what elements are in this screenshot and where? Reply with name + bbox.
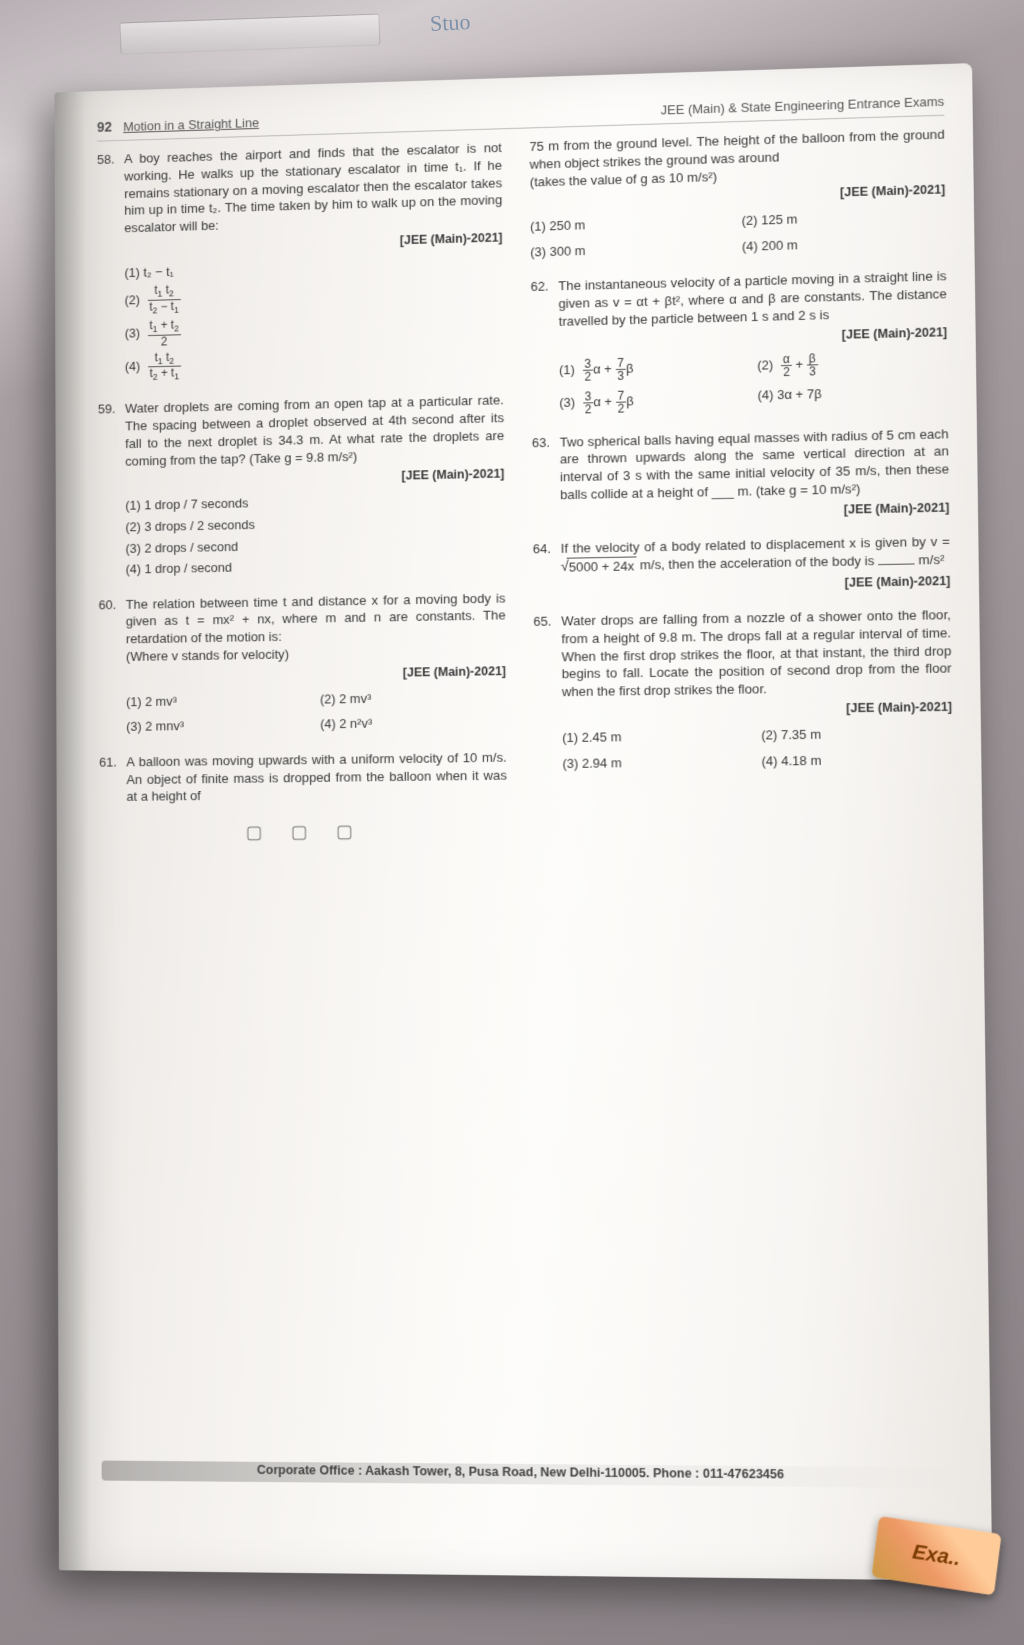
options: (1) 250 m (2) 125 m (3) 300 m (4) 200 m (530, 205, 946, 263)
q-text: A boy reaches the airport and finds that… (124, 139, 502, 237)
option-2: (2) α2 + β3 (757, 347, 948, 380)
q-text: If the velocity of a body related to dis… (561, 532, 951, 576)
pen-scribble: Stuo (429, 9, 471, 37)
q-text: Two spherical balls having equal masses … (560, 425, 950, 504)
question-58: 58. A boy reaches the airport and finds … (97, 139, 504, 385)
option-3: (3) 300 m (530, 236, 732, 263)
q-number: 60. (99, 596, 117, 614)
options: (1) t₂ − t₁ (2) t1 t2t2 − t1 (3) t1 + t2… (124, 252, 503, 385)
question-63: 63. Two spherical balls having equal mas… (532, 425, 950, 524)
left-column: 58. A boy reaches the airport and finds … (97, 139, 507, 846)
q-number: 61. (99, 754, 117, 772)
option-3: (3) 2.94 m (562, 750, 751, 774)
question-61: 61. A balloon was moving upwards with a … (99, 749, 507, 807)
q-number: 58. (97, 151, 114, 169)
exam-tag: [JEE (Main)-2021] (562, 699, 952, 721)
question-62: 62. The instantaneous velocity of a part… (531, 268, 949, 419)
question-65: 65. Water drops are falling from a nozzl… (533, 606, 953, 774)
page-number: 92 (97, 119, 112, 135)
right-column: 75 m from the ground level. The height o… (529, 126, 953, 842)
option-1: (1) 32α + 73β (559, 352, 747, 385)
q-text: Water droplets are coming from an open t… (125, 392, 504, 470)
options: (1) 2 mv³ (2) 2 mv³ (3) 2 mnv³ (4) 2 n²v… (126, 686, 506, 738)
option-4: (4) 4.18 m (761, 748, 952, 772)
q-number: 65. (533, 613, 551, 631)
q-text: The instantaneous velocity of a particle… (558, 268, 947, 331)
option-1: (1) 2.45 m (562, 725, 751, 749)
q-number: 63. (532, 434, 550, 452)
question-60: 60. The relation between time t and dist… (99, 589, 507, 738)
option-4: (4) 200 m (742, 230, 946, 257)
option-4: (4) 3α + 7β (757, 380, 948, 413)
q-number: 59. (98, 401, 116, 419)
options: (1) 2.45 m (2) 7.35 m (3) 2.94 m (4) 4.1… (562, 722, 953, 774)
question-59: 59. Water droplets are coming from an op… (98, 392, 505, 581)
option-2: (2) 2 mv³ (320, 686, 506, 710)
q-number: 64. (533, 540, 551, 558)
option-2: (2) 7.35 m (761, 722, 952, 746)
footer-text: Corporate Office : Aakash Tower, 8, Pusa… (59, 1457, 991, 1488)
answer-boxes: ▢ ▢ ▢ (246, 818, 508, 845)
q-text: Water drops are falling from a nozzle of… (561, 606, 952, 701)
exam-tag: [JEE (Main)-2021] (561, 573, 951, 597)
option-1: (1) 2 mv³ (126, 689, 310, 713)
q-text: A balloon was moving upwards with a unif… (126, 749, 507, 806)
option-1: (1) 250 m (530, 211, 732, 238)
option-4: (4) 2 n²v³ (320, 711, 506, 735)
option-3: (3) 2 mnv³ (126, 714, 310, 738)
q-text: The relation between time t and distance… (126, 589, 506, 648)
book-title: JEE (Main) & State Engineering Entrance … (660, 93, 944, 119)
question-64: 64. If the velocity of a body related to… (533, 532, 951, 597)
exam-tag: [JEE (Main)-2021] (126, 663, 506, 685)
exam-tag: [JEE (Main)-2021] (560, 499, 949, 523)
options: (1) 1 drop / 7 seconds (2) 3 drops / 2 s… (125, 488, 505, 580)
option-3: (3) 32α + 72β (559, 384, 747, 417)
options: (1) 32α + 73β (2) α2 + β3 (3) 32α + 72β … (559, 347, 948, 418)
q-number: 62. (531, 278, 549, 296)
question-61-cont: 75 m from the ground level. The height o… (529, 126, 946, 263)
book-page: 92 Motion in a Straight Line JEE (Main) … (55, 63, 993, 1581)
chapter-title: Motion in a Straight Line (123, 115, 259, 134)
option-2: (2) 125 m (742, 205, 946, 232)
